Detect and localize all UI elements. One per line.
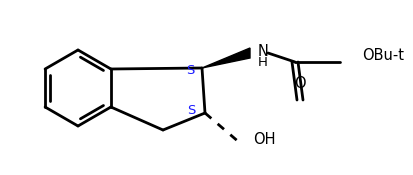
- Text: S: S: [187, 103, 195, 117]
- Text: H: H: [258, 55, 268, 68]
- Polygon shape: [202, 48, 250, 68]
- Text: S: S: [186, 65, 194, 78]
- Text: OBu-t: OBu-t: [362, 47, 404, 62]
- Text: O: O: [294, 76, 306, 91]
- Text: OH: OH: [253, 132, 275, 148]
- Text: N: N: [258, 44, 269, 60]
